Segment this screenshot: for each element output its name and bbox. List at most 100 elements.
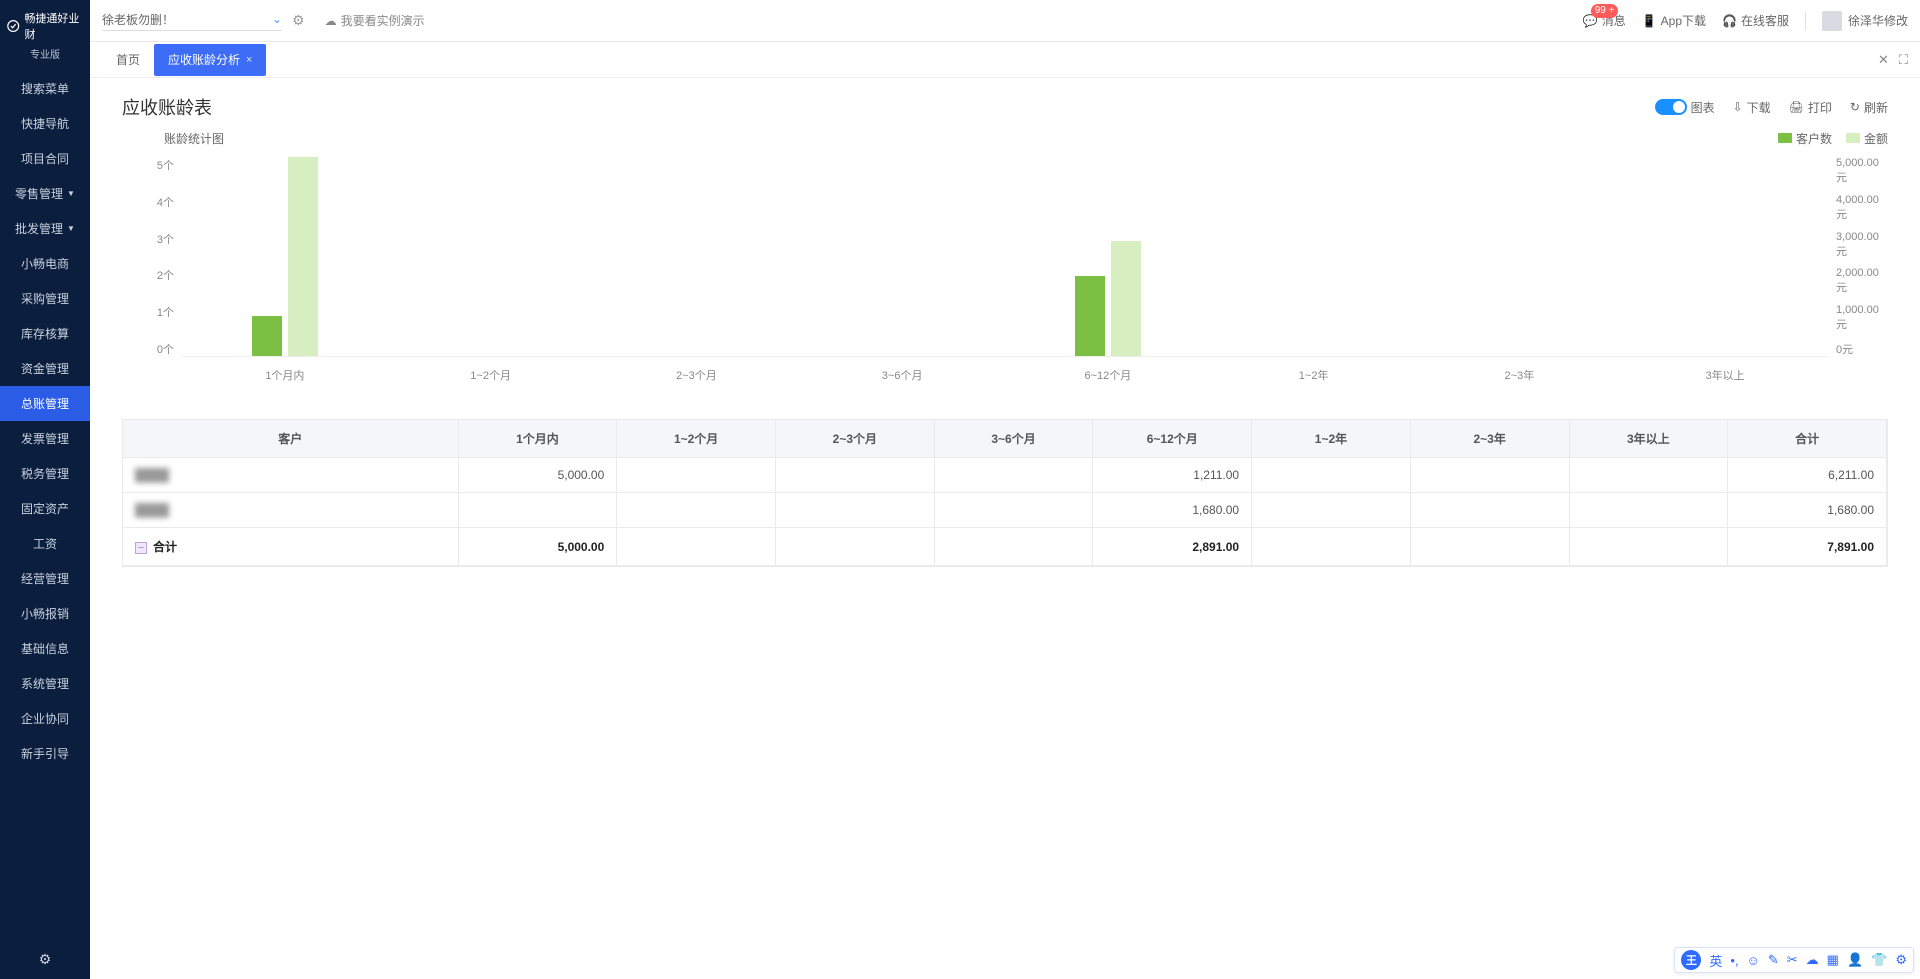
- y-tick: 5,000.00元: [1836, 157, 1888, 185]
- close-all-tabs-icon[interactable]: ✕: [1878, 52, 1889, 68]
- chevron-down-icon: ▼: [67, 189, 75, 198]
- tab[interactable]: 首页: [102, 44, 154, 76]
- value-cell: [458, 493, 617, 528]
- table-header: 2~3年: [1410, 420, 1569, 458]
- ime-toolbar[interactable]: 王 英 •, ☺ ✎ ✂ ☁ ▦ 👤 👕 ⚙: [1674, 947, 1914, 973]
- app-download-button[interactable]: 📱 App下载: [1642, 12, 1706, 29]
- chevron-down-icon: ▼: [67, 224, 75, 233]
- x-tick: 3年以上: [1706, 367, 1745, 383]
- online-service-button[interactable]: 🎧 在线客服: [1722, 12, 1789, 29]
- sidebar-item[interactable]: 新手引导: [0, 736, 90, 771]
- ime-cloud-icon[interactable]: ☁: [1806, 952, 1819, 968]
- toggle-switch[interactable]: [1655, 99, 1687, 115]
- customer-cell: ████: [123, 458, 458, 493]
- ime-edit-icon[interactable]: ✎: [1768, 952, 1779, 968]
- ime-settings-icon[interactable]: ⚙: [1895, 952, 1907, 968]
- ime-smile-icon[interactable]: ☺: [1747, 953, 1760, 968]
- sidebar-item[interactable]: 经营管理: [0, 561, 90, 596]
- bar-amount: [1111, 241, 1141, 356]
- sidebar-item[interactable]: 小畅报销: [0, 596, 90, 631]
- account-settings-icon[interactable]: ⚙: [292, 12, 305, 29]
- demo-link[interactable]: ☁ 我要看实例演示: [325, 12, 425, 29]
- messages-button[interactable]: 99 + 💬 消息: [1583, 12, 1626, 29]
- refresh-button[interactable]: ↻ 刷新: [1850, 99, 1888, 116]
- total-value-cell: [775, 528, 934, 566]
- value-cell: [617, 458, 776, 493]
- ime-scissors-icon[interactable]: ✂: [1787, 952, 1798, 968]
- sidebar-item[interactable]: 快捷导航: [0, 106, 90, 141]
- sidebar-item[interactable]: 税务管理: [0, 456, 90, 491]
- user-menu[interactable]: 徐泽华修改: [1822, 11, 1908, 31]
- x-tick: 3~6个月: [882, 367, 923, 383]
- sidebar-item[interactable]: 系统管理: [0, 666, 90, 701]
- account-select[interactable]: 徐老板勿删！ ⌄: [102, 11, 282, 31]
- ime-grid-icon[interactable]: ▦: [1827, 952, 1839, 968]
- table-header: 1个月内: [458, 420, 617, 458]
- ime-shirt-icon[interactable]: 👕: [1871, 952, 1887, 968]
- sidebar-item[interactable]: 零售管理▼: [0, 176, 90, 211]
- page-content: 应收账龄表 图表 ⇩ 下载 🖨 打印 ↻: [90, 78, 1920, 979]
- chart-plot: [182, 157, 1828, 357]
- ime-user-icon[interactable]: 👤: [1847, 952, 1863, 968]
- sidebar-item[interactable]: 采购管理: [0, 281, 90, 316]
- chevron-down-icon: ⌄: [272, 12, 282, 26]
- close-icon[interactable]: ×: [246, 54, 252, 66]
- sidebar: 畅捷通好业财 专业版 搜索菜单快捷导航项目合同零售管理▼批发管理▼小畅电商采购管…: [0, 0, 90, 979]
- sidebar-item[interactable]: 批发管理▼: [0, 211, 90, 246]
- x-axis: 1个月内1~2个月2~3个月3~6个月6~12个月1~2年2~3年3年以上: [182, 361, 1828, 383]
- total-value-cell: 2,891.00: [1093, 528, 1252, 566]
- sidebar-item[interactable]: 资金管理: [0, 351, 90, 386]
- online-service-label: 在线客服: [1741, 12, 1789, 29]
- table-header: 客户: [123, 420, 458, 458]
- sidebar-item[interactable]: 企业协同: [0, 701, 90, 736]
- app-download-label: App下载: [1661, 12, 1706, 29]
- y-tick: 0元: [1836, 341, 1853, 357]
- customer-cell: ████: [123, 493, 458, 528]
- table-header-row: 客户1个月内1~2个月2~3个月3~6个月6~12个月1~2年2~3年3年以上合…: [123, 420, 1887, 458]
- tab[interactable]: 应收账龄分析×: [154, 44, 266, 76]
- chart-title: 账龄统计图: [122, 130, 224, 147]
- y-tick: 0个: [157, 341, 174, 357]
- bar-group: [451, 157, 531, 356]
- sidebar-item[interactable]: 总账管理: [0, 386, 90, 421]
- topbar: 徐老板勿删！ ⌄ ⚙ ☁ 我要看实例演示 99 + 💬 消息 📱: [90, 0, 1920, 42]
- sidebar-item[interactable]: 工资: [0, 526, 90, 561]
- chart-toggle[interactable]: 图表: [1655, 99, 1715, 116]
- value-cell: 1,680.00: [1728, 493, 1887, 528]
- phone-icon: 📱: [1642, 14, 1657, 28]
- print-button[interactable]: 🖨 打印: [1789, 99, 1832, 116]
- settings-icon[interactable]: ⚙: [39, 951, 52, 968]
- bar-group: [1479, 157, 1559, 356]
- y-tick: 1,000.00元: [1836, 304, 1888, 332]
- messages-badge: 99 +: [1591, 4, 1619, 18]
- bar-customers: [1075, 276, 1105, 356]
- y-axis-right: 5,000.00元4,000.00元3,000.00元2,000.00元1,00…: [1828, 157, 1888, 357]
- y-tick: 3,000.00元: [1836, 231, 1888, 259]
- y-tick: 1个: [157, 304, 174, 320]
- user-name: 徐泽华修改: [1848, 12, 1908, 29]
- sidebar-item[interactable]: 小畅电商: [0, 246, 90, 281]
- table-header: 合计: [1728, 420, 1887, 458]
- divider: [1805, 12, 1806, 30]
- avatar: [1822, 11, 1842, 31]
- y-tick: 2个: [157, 267, 174, 283]
- sidebar-item[interactable]: 库存核算: [0, 316, 90, 351]
- value-cell: [934, 493, 1093, 528]
- aging-table: 客户1个月内1~2个月2~3个月3~6个月6~12个月1~2年2~3年3年以上合…: [122, 419, 1888, 567]
- sidebar-item[interactable]: 基础信息: [0, 631, 90, 666]
- sidebar-item[interactable]: 发票管理: [0, 421, 90, 456]
- brand-name: 畅捷通好业财: [24, 10, 84, 42]
- bar-group: [656, 157, 736, 356]
- table-row: ████5,000.001,211.006,211.00: [123, 458, 1887, 493]
- ime-lang[interactable]: 英: [1709, 951, 1722, 970]
- sidebar-item[interactable]: 项目合同: [0, 141, 90, 176]
- download-button[interactable]: ⇩ 下载: [1733, 99, 1771, 116]
- fullscreen-icon[interactable]: ⛶: [1899, 52, 1908, 68]
- ime-punct-icon[interactable]: •,: [1730, 953, 1738, 968]
- value-cell: [1569, 458, 1728, 493]
- sidebar-item[interactable]: 固定资产: [0, 491, 90, 526]
- value-cell: [1252, 458, 1411, 493]
- table-header: 6~12个月: [1093, 420, 1252, 458]
- legend-swatch: [1846, 133, 1860, 143]
- sidebar-item[interactable]: 搜索菜单: [0, 71, 90, 106]
